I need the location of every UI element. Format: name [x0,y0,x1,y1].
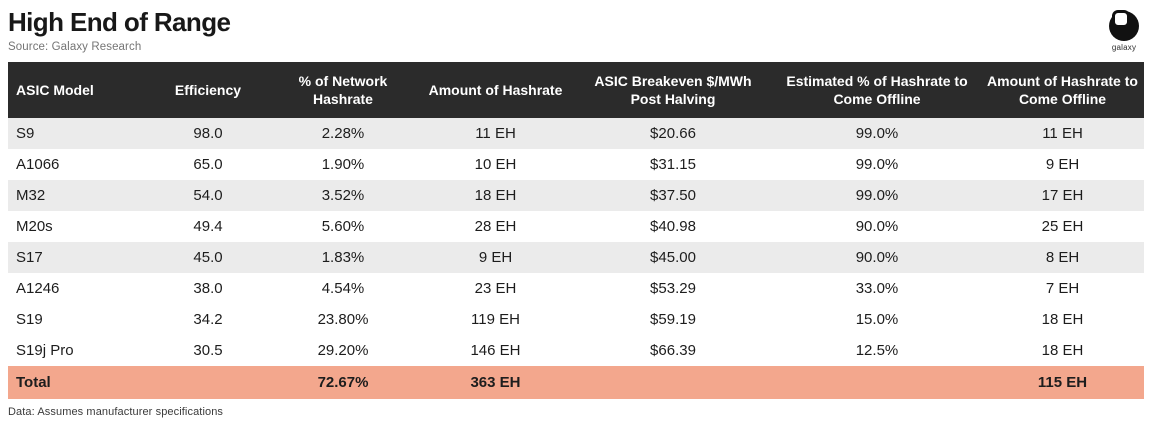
asic-model-cell: S9 [8,118,148,149]
galaxy-logo-icon [1109,10,1139,41]
table-cell: 146 EH [418,335,573,366]
table-row: A1246 38.0 4.54% 23 EH $53.29 33.0% 7 EH [8,273,1144,304]
table-cell: 54.0 [148,180,268,211]
table-cell [773,366,981,399]
table-cell: $37.50 [573,180,773,211]
table-cell: 99.0% [773,180,981,211]
table-cell: 45.0 [148,242,268,273]
table-cell: 11 EH [418,118,573,149]
asic-model-cell: S19 [8,304,148,335]
table-cell: $59.19 [573,304,773,335]
table-cell: 10 EH [418,149,573,180]
table-cell: 90.0% [773,211,981,242]
header-cell: % of Network Hashrate [268,62,418,118]
table-cell: 3.52% [268,180,418,211]
table-cell: 18 EH [418,180,573,211]
table-cell: 23.80% [268,304,418,335]
galaxy-logo-square [1112,10,1130,28]
galaxy-logo: galaxy [1104,10,1144,52]
table-cell: $20.66 [573,118,773,149]
table-cell: 30.5 [148,335,268,366]
table-row: S19j Pro 30.5 29.20% 146 EH $66.39 12.5% 18 EH [8,335,1144,366]
table-cell: 65.0 [148,149,268,180]
table-cell: 7 EH [981,273,1144,304]
table-cell: 99.0% [773,118,981,149]
table-cell: 98.0 [148,118,268,149]
table-cell: 23 EH [418,273,573,304]
table-cell: 11 EH [981,118,1144,149]
table-row: S19 34.2 23.80% 119 EH $59.19 15.0% 18 EH [8,304,1144,335]
table-header-row: ASIC Model Efficiency% of Network Hashrat… [8,62,1144,118]
table-cell: 90.0% [773,242,981,273]
table-cell: 99.0% [773,149,981,180]
table-cell: 5.60% [268,211,418,242]
table-cell: 1.83% [268,242,418,273]
table-cell: $31.15 [573,149,773,180]
asic-model-cell: S17 [8,242,148,273]
table-cell: 119 EH [418,304,573,335]
table-row: S9 98.0 2.28% 11 EH $20.66 99.0% 11 EH [8,118,1144,149]
table-cell: $40.98 [573,211,773,242]
table-row: S17 45.0 1.83% 9 EH $45.00 90.0% 8 EH [8,242,1144,273]
table-cell: 9 EH [981,149,1144,180]
table-cell: 15.0% [773,304,981,335]
asic-model-cell: Total [8,366,148,399]
asic-model-cell: S19j Pro [8,335,148,366]
header-cell: Efficiency [148,62,268,118]
table-cell: $66.39 [573,335,773,366]
table-row: A1066 65.0 1.90% 10 EH $31.15 99.0% 9 EH [8,149,1144,180]
table-cell: 72.67% [268,366,418,399]
asic-model-cell: M20s [8,211,148,242]
table-cell: 34.2 [148,304,268,335]
table-cell [573,366,773,399]
galaxy-logo-text: galaxy [1111,43,1137,52]
table-cell: 33.0% [773,273,981,304]
table-cell: 8 EH [981,242,1144,273]
footnote: Data: Assumes manufacturer specification… [8,406,224,418]
table-cell: 49.4 [148,211,268,242]
table-cell [148,366,268,399]
table-cell: 9 EH [418,242,573,273]
source-label: Source: Galaxy Research [8,40,142,53]
table-cell: 29.20% [268,335,418,366]
asic-table: ASIC Model Efficiency% of Network Hashrat… [8,62,1144,399]
header-cell: Amount of Hashrate to Come Offline [981,62,1144,118]
table-cell: 12.5% [773,335,981,366]
page-title: High End of Range [8,7,231,37]
table-cell: 25 EH [981,211,1144,242]
table-cell: 28 EH [418,211,573,242]
table-body: S9 98.0 2.28% 11 EH $20.66 99.0% 11 EH A1066 65.… [8,118,1144,399]
table-row: M32 54.0 3.52% 18 EH $37.50 99.0% 17 EH [8,180,1144,211]
header-cell: Estimated % of Hashrate to Come Offline [773,62,981,118]
table-cell: $45.00 [573,242,773,273]
table-cell: 18 EH [981,335,1144,366]
title-area: High End of Range Source: Galaxy Researc… [0,0,1152,62]
table-cell: 2.28% [268,118,418,149]
table-cell: 1.90% [268,149,418,180]
header-cell: ASIC Breakeven $/MWh Post Halving [573,62,773,118]
header-cell: Amount of Hashrate [418,62,573,118]
table-cell: 363 EH [418,366,573,399]
table-cell: $53.29 [573,273,773,304]
table-cell: 18 EH [981,304,1144,335]
table-cell: 17 EH [981,180,1144,211]
asic-model-cell: A1246 [8,273,148,304]
asic-model-cell: M32 [8,180,148,211]
table-cell: 115 EH [981,366,1144,399]
table-cell: 38.0 [148,273,268,304]
header-cell: ASIC Model [8,62,148,118]
table-cell: 4.54% [268,273,418,304]
asic-model-cell: A1066 [8,149,148,180]
total-row: Total 72.67% 363 EH 115 EH [8,366,1144,399]
table-row: M20s 49.4 5.60% 28 EH $40.98 90.0% 25 EH [8,211,1144,242]
